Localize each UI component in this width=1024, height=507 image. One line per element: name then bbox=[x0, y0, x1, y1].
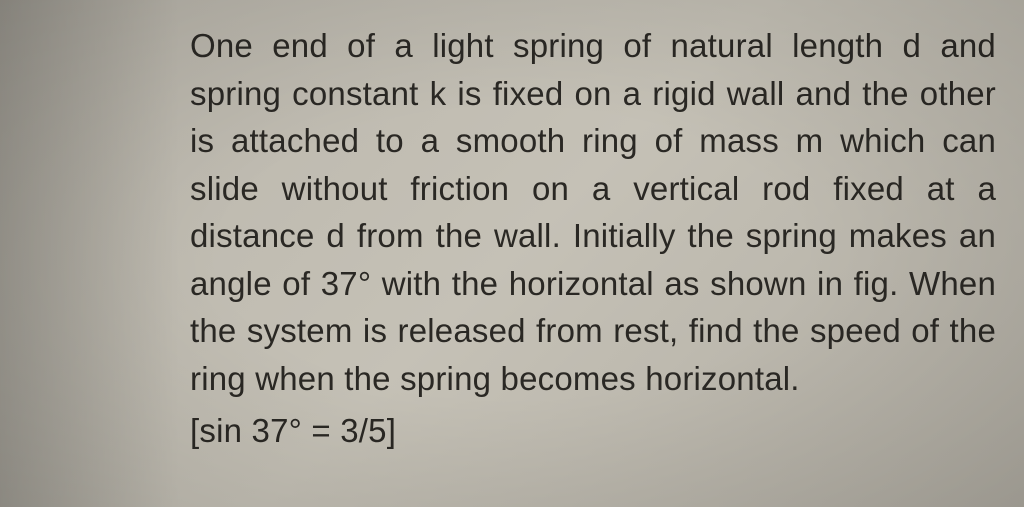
physics-problem-page: One end of a light spring of natural len… bbox=[0, 0, 1024, 507]
problem-hint: [sin 37° = 3/5] bbox=[190, 408, 996, 454]
problem-statement: One end of a light spring of natural len… bbox=[190, 22, 996, 402]
